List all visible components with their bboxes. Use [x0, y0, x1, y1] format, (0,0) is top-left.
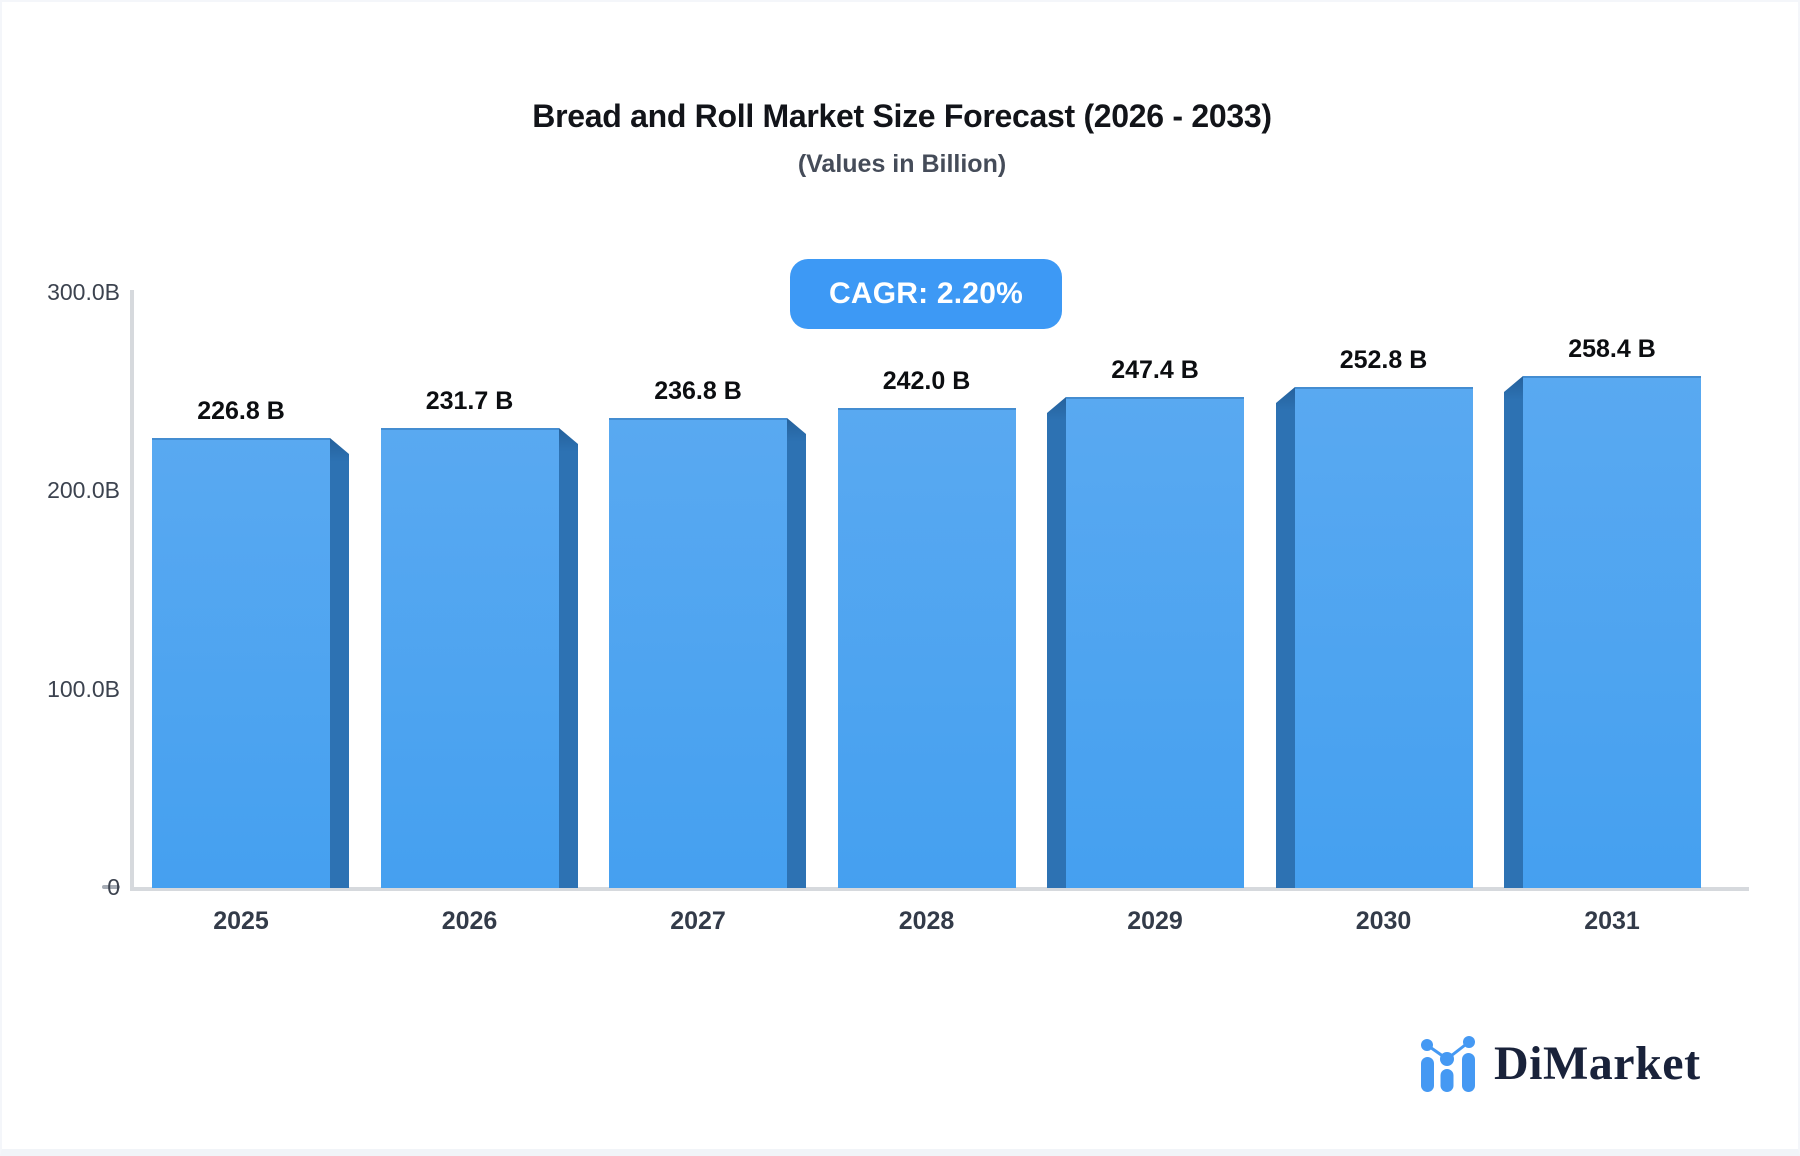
y-tick-label-300.0B: 300.0B — [47, 279, 120, 305]
bar-2027-side-face — [787, 418, 806, 888]
x-axis-label-2029: 2029 — [1127, 907, 1183, 935]
bar-2030-side-face — [1276, 387, 1295, 888]
dimarket-logo-icon — [1421, 1036, 1475, 1092]
bar-2025-side-face — [330, 438, 349, 888]
value-label-2027: 236.8 B — [654, 377, 742, 405]
bar-2026[interactable] — [381, 428, 559, 888]
bar-2026-side-face — [559, 428, 578, 888]
value-label-2026: 231.7 B — [425, 387, 514, 415]
dimarket-logo-text: DiMarket — [1494, 1036, 1701, 1090]
value-label-2031: 258.4 B — [1568, 335, 1656, 363]
x-axis-line — [130, 887, 1749, 891]
x-axis-label-2031: 2031 — [1584, 907, 1640, 935]
bar-2027[interactable] — [609, 418, 787, 888]
cagr-badge: CAGR: 2.20% — [790, 259, 1062, 329]
bar-2031-side-face — [1504, 376, 1523, 888]
x-axis-label-2026: 2026 — [441, 907, 498, 935]
x-axis-label-2027: 2027 — [670, 907, 726, 935]
dimarket-logo: DiMarket — [1417, 1032, 1701, 1094]
bar-2029-side-face — [1047, 397, 1066, 888]
chart-title: Bread and Roll Market Size Forecast (202… — [532, 98, 1272, 134]
value-label-2025: 226.8 B — [197, 397, 285, 425]
bar-2025[interactable] — [152, 438, 330, 888]
y-axis-line — [130, 290, 134, 891]
bar-2029[interactable] — [1066, 397, 1244, 888]
x-axis-label-2028: 2028 — [898, 907, 955, 935]
bar-2028[interactable] — [838, 408, 1016, 888]
value-label-2029: 247.4 B — [1111, 356, 1199, 384]
y-tick-label-0: 0 — [107, 874, 120, 900]
chart-subtitle: (Values in Billion) — [797, 150, 1007, 178]
cagr-badge-label: CAGR: 2.20% — [829, 277, 1023, 310]
y-tick-label-100.0B: 100.0B — [47, 675, 120, 702]
x-axis-label-2030: 2030 — [1355, 907, 1412, 935]
x-axis-label-2025: 2025 — [213, 907, 269, 935]
bar-2030[interactable] — [1295, 387, 1473, 888]
zero-tick-mark — [102, 885, 120, 889]
bar-2031[interactable] — [1523, 376, 1701, 888]
y-tick-label-200.0B: 200.0B — [47, 477, 120, 504]
value-label-2028: 242.0 B — [882, 367, 971, 395]
value-label-2030: 252.8 B — [1339, 346, 1428, 374]
